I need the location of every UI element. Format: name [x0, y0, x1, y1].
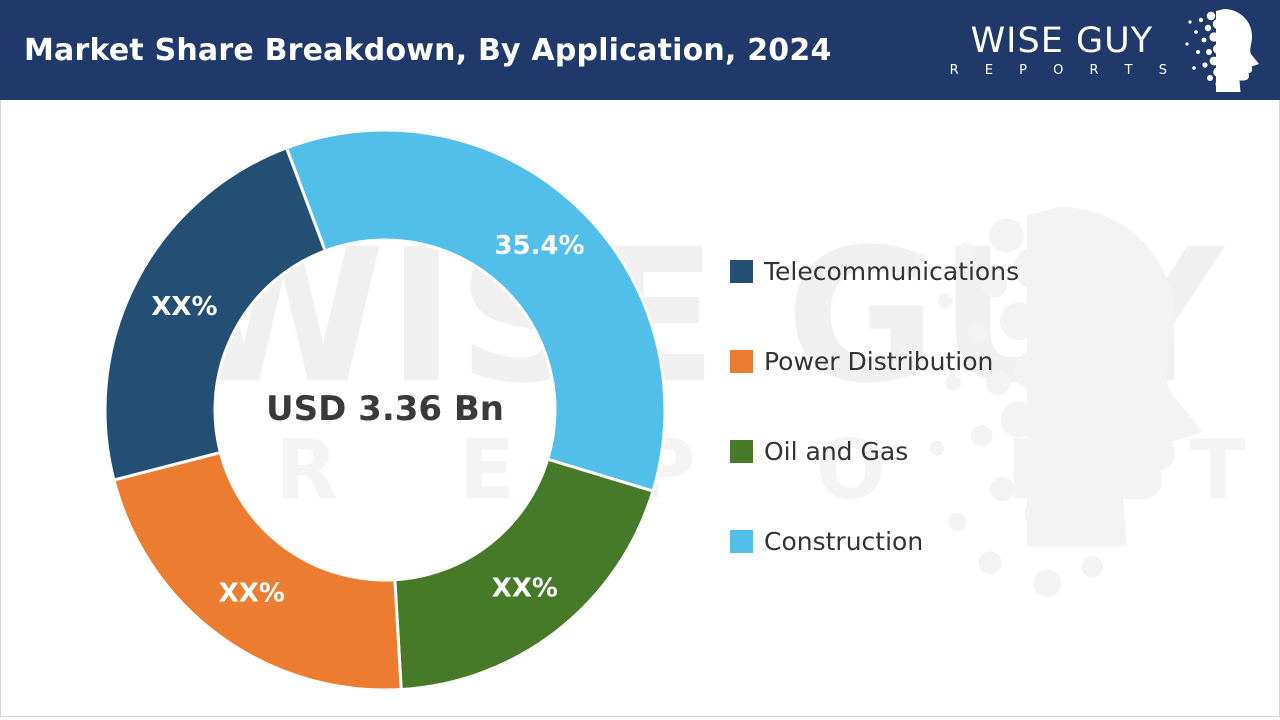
slice-label: XX% — [492, 574, 558, 604]
legend-item-oil-and-gas: Oil and Gas — [730, 436, 1019, 466]
logo-text: WISE GUY R E P O R T S — [946, 20, 1178, 78]
donut-slice-telecommunications — [103, 146, 327, 482]
donut-slice-power-distribution — [112, 451, 403, 692]
chart-center-value: USD 3.36 Bn — [266, 389, 504, 429]
legend-swatch — [730, 439, 753, 463]
legend-swatch — [730, 349, 753, 373]
legend-label: Construction — [764, 526, 924, 556]
logo-name: WISE GUY — [970, 20, 1154, 61]
page-title: Market Share Breakdown, By Application, … — [24, 32, 832, 68]
donut-slice-construction — [284, 128, 667, 493]
legend-item-power-distribution: Power Distribution — [730, 346, 1019, 376]
legend-item-construction: Construction — [730, 526, 1019, 556]
donut-slice-oil-and-gas — [393, 457, 655, 692]
head-profile-icon — [1185, 9, 1259, 92]
slice-label: XX% — [219, 579, 285, 609]
legend-label: Telecommunications — [764, 256, 1020, 286]
legend-swatch — [730, 259, 753, 283]
watermark-head-icon — [901, 206, 1203, 598]
donut-chart: 35.4% XX% XX% XX% — [103, 128, 667, 692]
legend-label: Power Distribution — [764, 346, 994, 376]
header: Market Share Breakdown, By Application, … — [0, 0, 1280, 100]
chart-legend: Telecommunications Power Distribution Oi… — [730, 256, 1020, 618]
logo-subtitle: R E P O R T S — [949, 62, 1178, 78]
slice-label: XX% — [151, 292, 217, 322]
wise-guy-logo: WISE GUY R E P O R T S — [946, 8, 1262, 92]
legend-item-telecommunications: Telecommunications — [730, 256, 1020, 286]
slice-label: 35.4% — [494, 231, 584, 261]
legend-label: Oil and Gas — [764, 436, 909, 466]
legend-swatch — [730, 529, 753, 553]
